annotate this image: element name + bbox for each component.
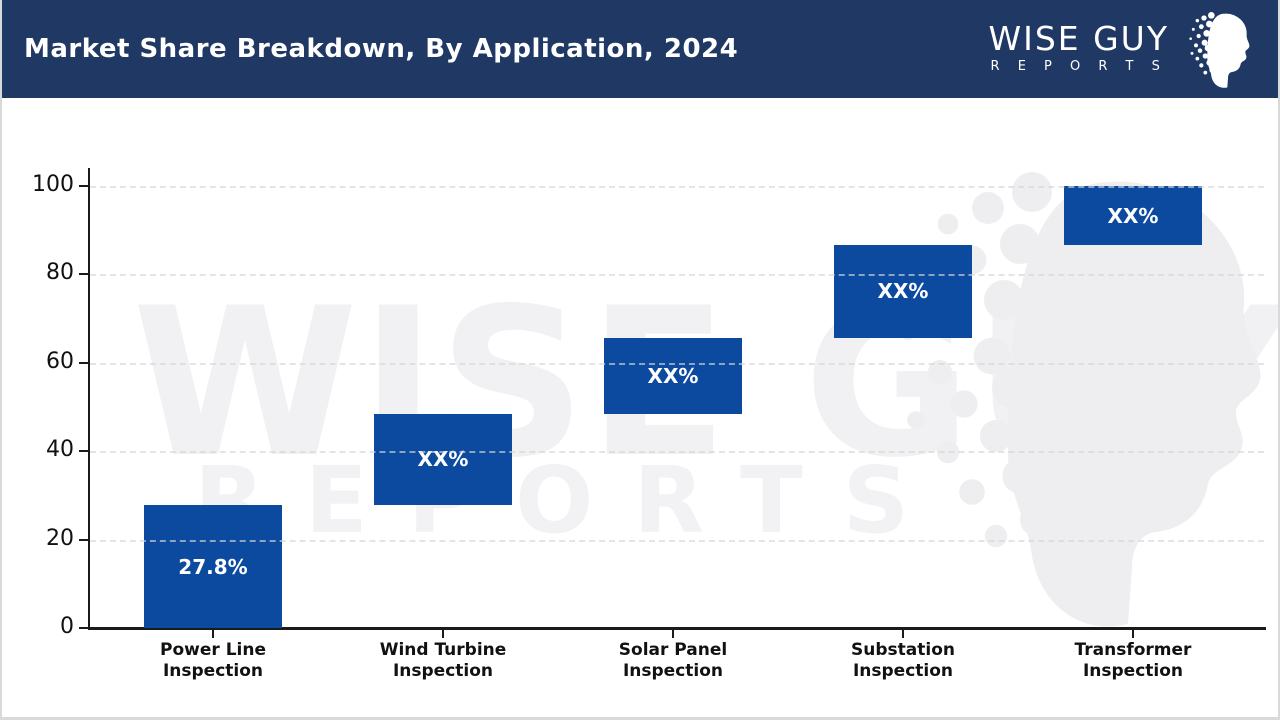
y-tick-label: 60 [46, 348, 74, 374]
gridline [90, 274, 1264, 277]
y-tick-mark [79, 273, 88, 276]
header-band: Market Share Breakdown, By Application, … [2, 0, 1278, 98]
face-profile-icon [1189, 12, 1250, 88]
y-tick-label: 40 [46, 437, 74, 463]
y-tick-mark [79, 627, 88, 629]
x-tick-mark [672, 630, 674, 638]
bar-segment: XX% [604, 337, 742, 414]
brand-subname: R E P O R T S [990, 58, 1167, 74]
y-axis-line [88, 168, 90, 628]
bar-value-label: XX% [877, 279, 929, 304]
category-label: Transformer Inspection [1074, 640, 1192, 681]
x-tick-mark [902, 630, 904, 638]
watermark-subtext: REPORTS [194, 447, 950, 554]
category-label: Substation Inspection [851, 640, 955, 681]
y-tick-mark [79, 450, 88, 453]
y-tick-label: 100 [32, 172, 74, 197]
x-tick-mark [1132, 630, 1134, 638]
y-tick-mark [79, 185, 88, 187]
x-tick-mark [212, 630, 214, 638]
y-tick-label: 0 [60, 614, 74, 639]
gridline [90, 451, 1264, 454]
bar-value-label: 27.8% [178, 554, 248, 579]
brand-logo: WISE GUY R E P O R T S [988, 8, 1264, 90]
y-tick-mark [79, 361, 88, 364]
y-tick-mark [79, 538, 88, 541]
bar-segment: XX% [1064, 186, 1202, 246]
brand-name: WISE GUY [988, 19, 1169, 58]
bar-segment: XX% [374, 413, 512, 506]
bar-segment: XX% [834, 245, 972, 338]
gridline [90, 362, 1264, 365]
gridline [90, 186, 1264, 188]
bar-segment: 27.8% [144, 505, 282, 628]
bar-value-label: XX% [1107, 203, 1159, 228]
category-label: Solar Panel Inspection [618, 640, 728, 681]
brand-logo-text: WISE GUY R E P O R T S [988, 19, 1169, 74]
y-tick-label: 20 [46, 525, 74, 551]
x-tick-mark [442, 630, 444, 638]
y-tick-label: 80 [46, 260, 74, 286]
category-label: Power Line Inspection [160, 640, 266, 681]
category-label: Wind Turbine Inspection [379, 640, 507, 681]
gridline [90, 539, 1264, 542]
bar-value-label: XX% [647, 363, 699, 388]
x-axis-line [88, 627, 1266, 630]
watermark-face-icon [900, 172, 1261, 627]
chart-title: Market Share Breakdown, By Application, … [24, 34, 739, 64]
plot-area: 27.8% XX% XX% XX% XX% [90, 186, 1264, 628]
